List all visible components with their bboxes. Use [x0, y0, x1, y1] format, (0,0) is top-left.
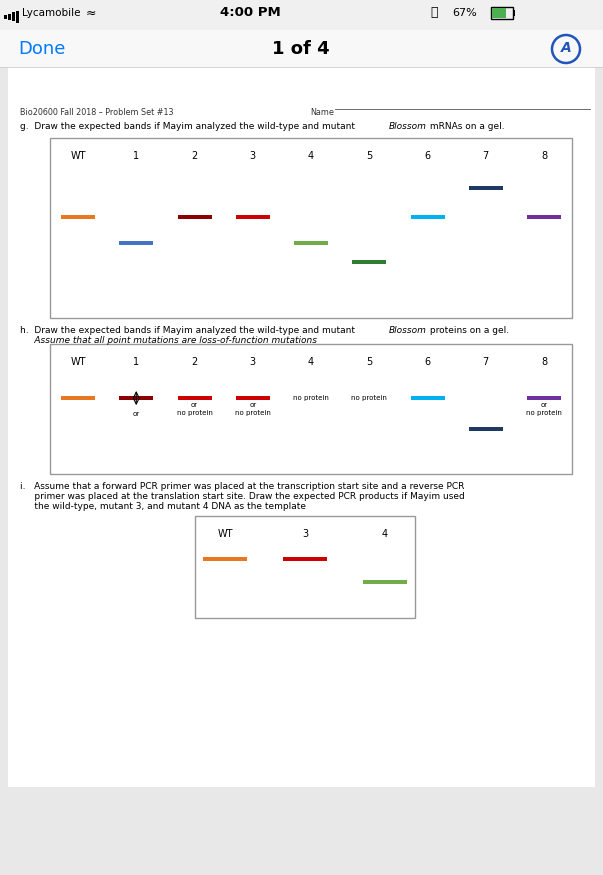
Bar — [352, 260, 387, 263]
Bar — [527, 215, 561, 220]
Text: 1: 1 — [133, 151, 139, 161]
Text: 4: 4 — [308, 357, 314, 367]
Bar — [50, 344, 572, 474]
Text: 3: 3 — [250, 151, 256, 161]
Bar — [236, 396, 270, 400]
Bar — [411, 215, 444, 220]
Text: A: A — [561, 41, 572, 55]
Text: 5: 5 — [366, 357, 373, 367]
Text: 6: 6 — [425, 151, 431, 161]
Text: Blossom: Blossom — [389, 122, 427, 131]
Text: WT: WT — [71, 151, 86, 161]
Bar — [283, 556, 327, 561]
Text: Blossom: Blossom — [389, 326, 427, 335]
Bar — [16, 11, 19, 23]
Text: h.  Draw the expected bands if Mayim analyzed the wild-type and mutant: h. Draw the expected bands if Mayim anal… — [20, 326, 358, 335]
Bar — [0, 30, 603, 67]
Bar — [469, 186, 503, 190]
Text: 67%: 67% — [452, 8, 477, 18]
Text: the wild-type, mutant 3, and mutant 4 DNA as the template: the wild-type, mutant 3, and mutant 4 DN… — [20, 502, 306, 511]
Text: WT: WT — [217, 529, 233, 539]
Bar — [12, 12, 15, 21]
Text: 2: 2 — [191, 357, 198, 367]
Bar — [4, 15, 7, 19]
Text: 4: 4 — [382, 529, 388, 539]
Text: 4: 4 — [308, 151, 314, 161]
Text: mRNAs on a gel.: mRNAs on a gel. — [427, 122, 505, 131]
Text: no protein: no protein — [352, 396, 387, 401]
Text: Name: Name — [310, 108, 334, 117]
Bar — [203, 556, 247, 561]
Text: g.  Draw the expected bands if Mayim analyzed the wild-type and mutant: g. Draw the expected bands if Mayim anal… — [20, 122, 358, 131]
Text: or: or — [133, 411, 140, 417]
Text: 4:00 PM: 4:00 PM — [219, 6, 280, 19]
Text: Assume that all point mutations are loss-of-function mutations: Assume that all point mutations are loss… — [20, 336, 317, 345]
Text: Done: Done — [18, 40, 65, 58]
Text: 5: 5 — [366, 151, 373, 161]
Text: Bio20600 Fall 2018 – Problem Set #13: Bio20600 Fall 2018 – Problem Set #13 — [20, 108, 174, 117]
Bar — [8, 8, 595, 787]
Bar — [363, 580, 407, 584]
Text: or
no protein: or no protein — [177, 402, 212, 416]
Text: 1: 1 — [133, 357, 139, 367]
Text: 8: 8 — [541, 357, 547, 367]
Text: no protein: no protein — [293, 396, 329, 401]
Text: ⓘ: ⓘ — [430, 6, 438, 19]
Bar — [469, 426, 503, 430]
Text: 3: 3 — [302, 529, 308, 539]
Bar — [177, 215, 212, 220]
Text: 2: 2 — [191, 151, 198, 161]
Text: 7: 7 — [482, 357, 489, 367]
Bar — [119, 242, 153, 245]
Text: i.   Assume that a forward PCR primer was placed at the transcription start site: i. Assume that a forward PCR primer was … — [20, 482, 464, 491]
Bar — [527, 396, 561, 400]
Text: 3: 3 — [250, 357, 256, 367]
Bar — [236, 215, 270, 220]
Text: WT: WT — [71, 357, 86, 367]
Text: Lycamobile: Lycamobile — [22, 8, 80, 18]
Text: proteins on a gel.: proteins on a gel. — [427, 326, 509, 335]
Bar — [0, 0, 603, 30]
Bar — [177, 396, 212, 400]
Bar — [61, 215, 95, 220]
Bar — [513, 10, 515, 16]
Bar — [294, 242, 328, 245]
Text: 7: 7 — [482, 151, 489, 161]
Text: or
no protein: or no protein — [235, 402, 271, 416]
Text: ≈: ≈ — [86, 6, 96, 19]
Bar — [492, 8, 506, 18]
Bar — [8, 14, 11, 20]
Bar — [411, 396, 444, 400]
Bar — [195, 516, 415, 618]
Bar — [119, 396, 153, 400]
Text: 8: 8 — [541, 151, 547, 161]
Bar — [50, 138, 572, 318]
Text: primer was placed at the translation start site. Draw the expected PCR products : primer was placed at the translation sta… — [20, 492, 465, 501]
Bar — [491, 7, 513, 19]
Text: 1 of 4: 1 of 4 — [272, 40, 330, 58]
Bar — [61, 396, 95, 400]
Text: 6: 6 — [425, 357, 431, 367]
Text: or
no protein: or no protein — [526, 402, 562, 416]
